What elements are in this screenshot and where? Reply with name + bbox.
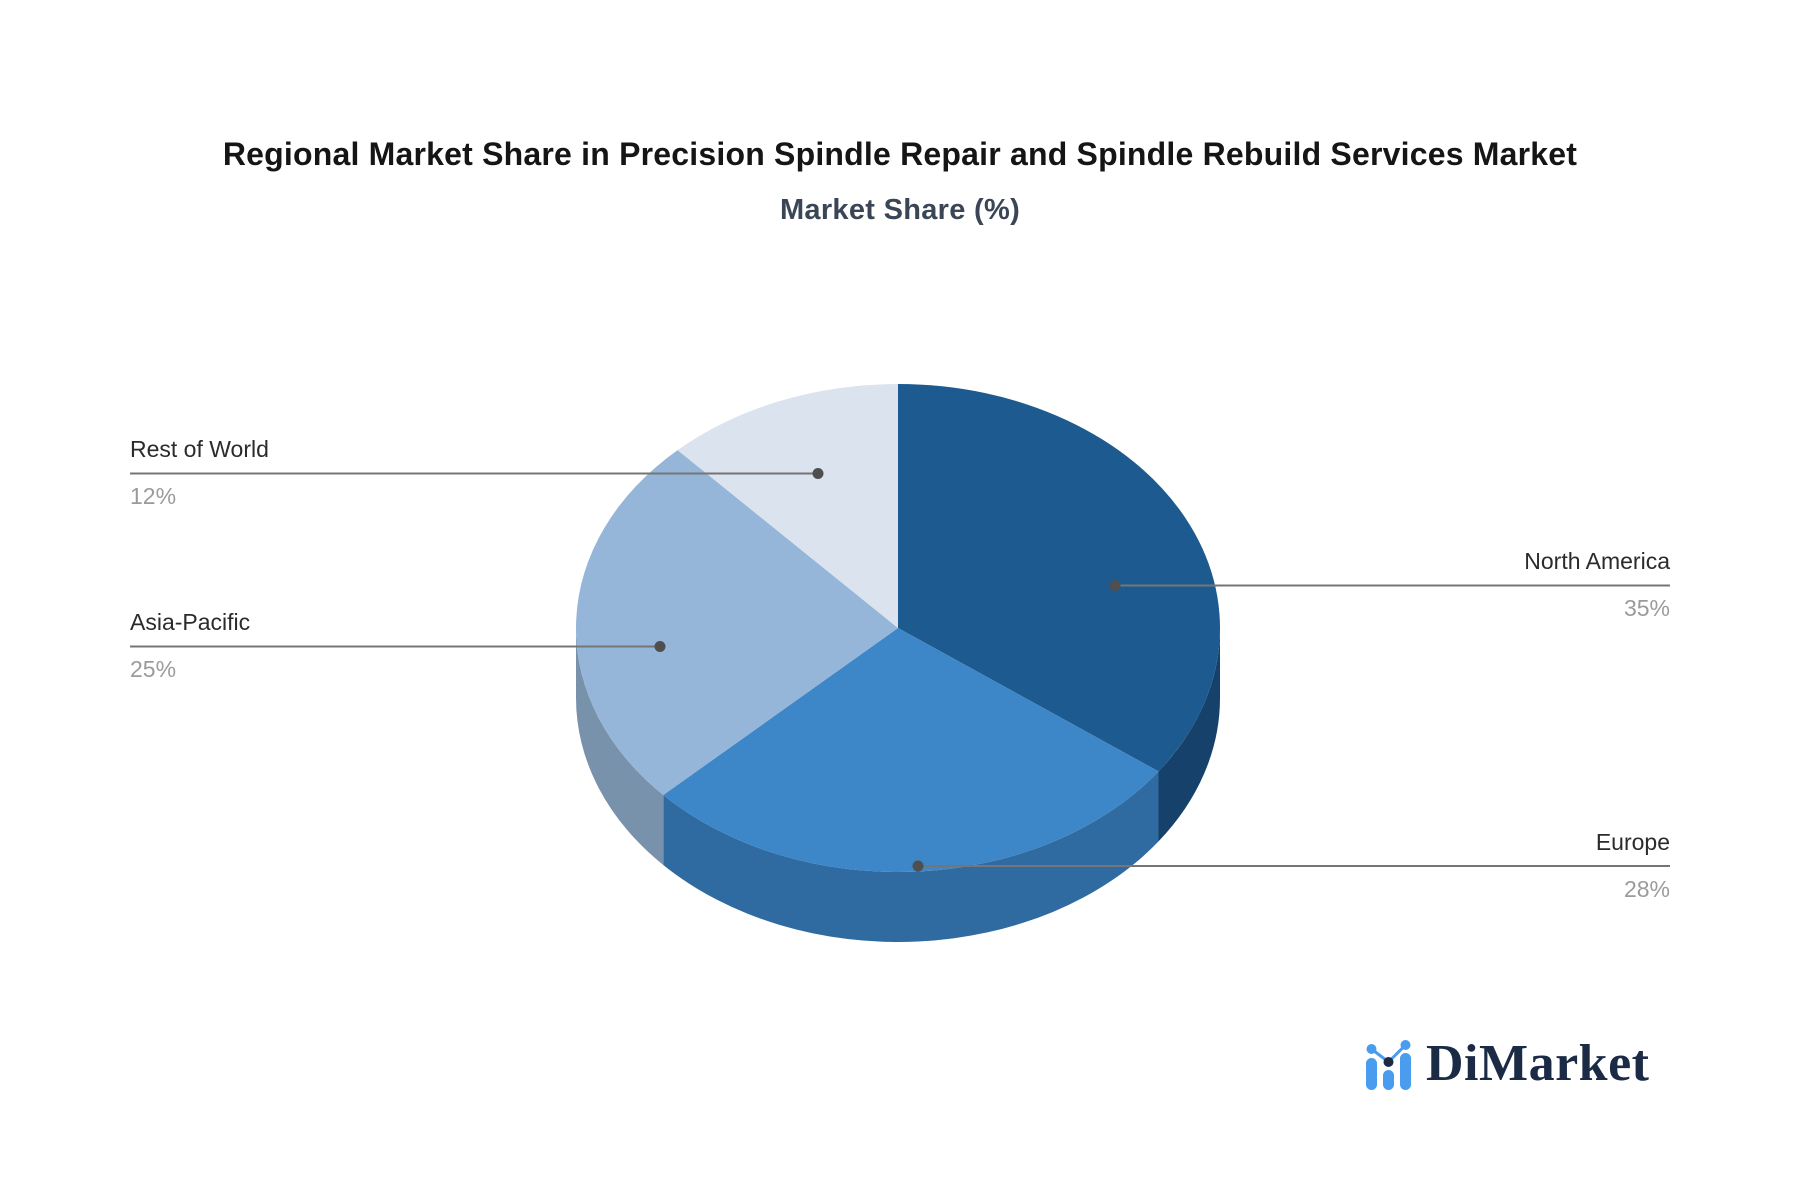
- leader-dot-asia-pacific: [654, 641, 666, 652]
- leader-dot-rest-of-world: [812, 468, 824, 479]
- logo-dot: [1400, 1040, 1411, 1050]
- logo-bar: [1366, 1058, 1377, 1090]
- pie-side-asia-pacific: [576, 628, 664, 866]
- brand-logo: DiMarket: [1358, 1036, 1649, 1096]
- slice-label-north-america: North America: [1524, 548, 1670, 574]
- chart-title: Regional Market Share in Precision Spind…: [222, 136, 1578, 172]
- pie-side-north-america: [1158, 628, 1220, 842]
- slice-pct-asia-pacific: 25%: [130, 656, 177, 682]
- pie-chart: [575, 384, 1220, 942]
- pie-side-europe: [663, 771, 1159, 942]
- pie-slice-north-america: [898, 384, 1220, 772]
- logo-dot: [1366, 1044, 1377, 1054]
- slice-pct-north-america: 35%: [1623, 595, 1670, 621]
- slice-pct-europe: 28%: [1623, 876, 1670, 902]
- pie-slice-rest-of-world: [677, 384, 898, 628]
- brand-logo-text: DiMarket: [1426, 1035, 1650, 1092]
- leader-dot-north-america: [1109, 580, 1121, 591]
- logo-dot-dark: [1383, 1057, 1394, 1067]
- slice-label-asia-pacific: Asia-Pacific: [130, 609, 251, 635]
- bar-chart-icon: [1366, 1040, 1411, 1090]
- logo-bar: [1383, 1070, 1394, 1090]
- slice-label-rest-of-world: Rest of World: [130, 436, 269, 462]
- pie-slice-asia-pacific: [575, 450, 898, 796]
- slice-label-europe: Europe: [1595, 829, 1670, 855]
- chart-subtitle: Market Share (%): [779, 194, 1021, 226]
- logo-bar: [1400, 1053, 1411, 1090]
- slice-pct-rest-of-world: 12%: [130, 483, 177, 509]
- leader-dot-europe: [912, 860, 924, 872]
- leader-lines: [130, 468, 1670, 872]
- pie-slice-europe: [663, 628, 1159, 872]
